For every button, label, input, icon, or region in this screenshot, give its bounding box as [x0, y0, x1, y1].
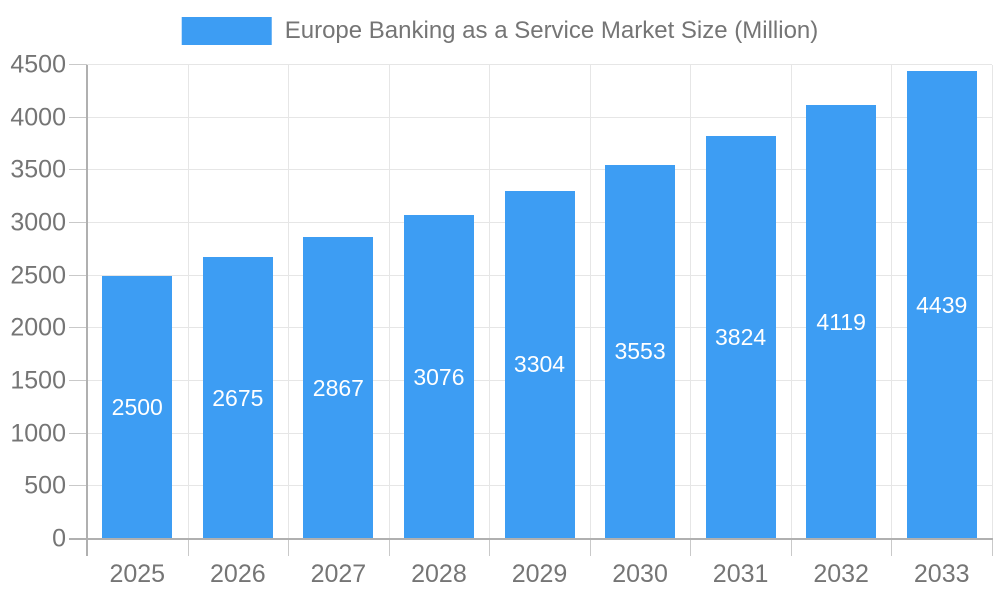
gridline-vertical — [589, 65, 591, 539]
gridline-horizontal — [87, 116, 992, 118]
bar-2033[interactable]: 4439 — [906, 71, 977, 539]
x-axis-tick — [891, 539, 893, 556]
gridline-horizontal — [87, 169, 992, 171]
x-axis-tick — [589, 539, 591, 556]
x-axis-tick — [790, 539, 792, 556]
x-axis-tick — [288, 539, 290, 556]
y-tick-label: 0 — [52, 524, 66, 553]
x-tick-label: 2031 — [712, 560, 769, 588]
bar-value-label: 2867 — [312, 374, 364, 401]
bar-2027[interactable]: 2867 — [303, 237, 374, 539]
y-tick-label: 3500 — [10, 155, 66, 184]
y-axis-tick — [69, 64, 87, 65]
plot-area: 2500 2675 2867 3076 3304 3553 3824 4119 4439 — [69, 64, 993, 556]
y-tick-label: 4000 — [10, 103, 66, 132]
y-tick-label: 1500 — [10, 366, 66, 395]
legend-swatch — [181, 17, 272, 45]
bar-value-label: 3553 — [614, 338, 666, 365]
bar-2025[interactable]: 2500 — [102, 275, 173, 539]
gridline-vertical — [891, 65, 893, 539]
legend-label: Europe Banking as a Service Market Size … — [284, 17, 819, 44]
bar-value-label: 3076 — [413, 363, 465, 390]
y-axis-tick — [69, 116, 87, 118]
gridline-vertical — [187, 65, 189, 539]
x-tick-label: 2030 — [612, 560, 668, 588]
bar-2026[interactable]: 2675 — [202, 257, 273, 539]
gridline-vertical — [992, 65, 993, 539]
bar-2030[interactable]: 3553 — [605, 164, 676, 539]
x-tick-label: 2026 — [210, 560, 266, 588]
x-axis-tick — [992, 539, 993, 556]
gridline-vertical — [690, 65, 692, 539]
y-axis-tick — [69, 485, 87, 487]
x-tick-label: 2032 — [813, 560, 869, 588]
bar-value-label: 4119 — [816, 308, 866, 335]
bar-2031[interactable]: 3824 — [705, 136, 776, 539]
x-axis-tick — [690, 539, 692, 556]
y-axis-tick — [69, 274, 87, 276]
y-axis-tick — [69, 432, 87, 434]
y-axis-tick — [69, 169, 87, 171]
bar-value-label: 4439 — [916, 291, 968, 318]
y-tick-label: 1000 — [10, 419, 66, 448]
x-tick-label: 2028 — [411, 560, 467, 588]
bar-value-label: 3824 — [715, 324, 767, 351]
gridline-vertical — [489, 65, 491, 539]
gridline-vertical — [288, 65, 290, 539]
bar-2028[interactable]: 3076 — [403, 215, 474, 539]
legend[interactable]: Europe Banking as a Service Market Size … — [181, 17, 819, 45]
gridline-horizontal — [87, 64, 992, 65]
gridline-vertical — [388, 65, 390, 539]
y-axis-tick — [69, 380, 87, 382]
y-axis-tick — [69, 222, 87, 224]
y-tick-label: 2000 — [10, 313, 66, 342]
x-axis-tick — [489, 539, 491, 556]
bar-value-label: 3304 — [513, 351, 566, 378]
y-tick-label: 4500 — [10, 50, 66, 79]
bar-value-label: 2500 — [111, 393, 163, 420]
y-tick-label: 500 — [24, 471, 66, 500]
x-axis-tick — [388, 539, 390, 556]
y-axis-tick — [69, 327, 87, 329]
bar-value-label: 2675 — [212, 384, 264, 411]
x-axis-line — [69, 538, 993, 540]
bar-2032[interactable]: 4119 — [806, 105, 877, 539]
x-axis-tick — [187, 539, 189, 556]
x-tick-label: 2027 — [310, 560, 367, 588]
x-tick-label: 2029 — [511, 560, 568, 588]
x-tick-label: 2025 — [109, 560, 166, 588]
x-tick-label: 2033 — [913, 560, 970, 588]
y-tick-label: 3000 — [10, 208, 66, 237]
gridline-vertical — [790, 65, 792, 539]
bar-2029[interactable]: 3304 — [504, 190, 575, 539]
y-axis-line — [86, 65, 88, 556]
y-tick-label: 2500 — [10, 261, 66, 290]
